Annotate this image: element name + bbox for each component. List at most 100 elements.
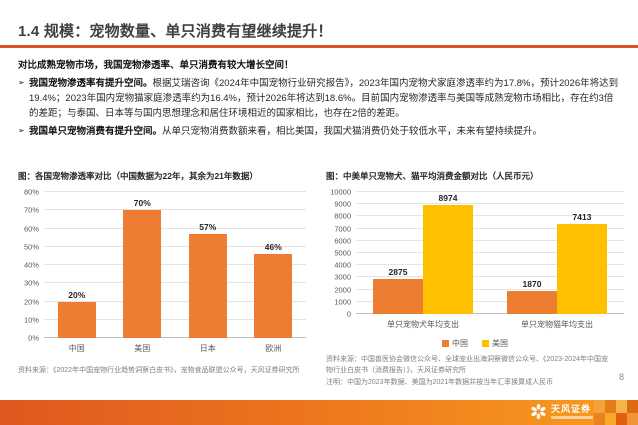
y-tick-label: 2000	[334, 285, 351, 295]
y-tick-label: 10000	[330, 187, 351, 197]
chart-title: 图：各国宠物渗透率对比（中国数据为22年，其余为21年数据）	[18, 171, 258, 181]
logo-text-block: 天风证券	[551, 404, 593, 419]
chart-note: 注明：中国为2023年数据、美国为2021年数据并按当年汇率换算成人民币	[326, 378, 554, 386]
chart-legend: 中国 美国	[326, 338, 624, 349]
tianfeng-flower-icon	[531, 403, 546, 420]
bar	[557, 223, 607, 314]
bar	[423, 204, 473, 314]
y-tick-label: 0%	[28, 333, 39, 343]
footer-checker-pattern	[594, 400, 638, 425]
legend-item: 美国	[482, 338, 508, 349]
chart-source: 资料来源：中国兽医协会微信公众号、全球宠业出海洞察微信公众号、《2023-202…	[326, 356, 608, 374]
bar	[188, 233, 227, 338]
y-tick-label: 7000	[334, 224, 351, 234]
bar-groups: 20% 70% 57% 46%	[44, 192, 306, 338]
y-tick-label: 1000	[334, 297, 351, 307]
gridline	[356, 215, 624, 217]
bar-wrap: 8974	[423, 192, 473, 314]
bar-value-label: 70%	[133, 198, 151, 209]
bullet-text: 我国宠物渗透率有提升空间。根据艾瑞咨询《2024年中国宠物行业研究报告》，202…	[29, 76, 622, 122]
bar	[254, 254, 293, 338]
chart-title: 图：中美单只宠物犬、猫平均消费金额对比（人民币元）	[326, 171, 539, 181]
bar	[373, 278, 423, 314]
bar-group: 20%	[57, 192, 96, 338]
y-tick-label: 80%	[23, 187, 39, 197]
chart-y-axis: 0% 10% 20% 30% 40% 50% 60% 70% 80%	[18, 188, 44, 343]
gridline	[44, 191, 306, 192]
bar-group: 2875 8974	[373, 192, 473, 314]
bar-group: 1870 7413	[507, 192, 607, 314]
gridline	[44, 227, 306, 229]
bullet-lead: 我国宠物渗透率有提升空间。	[29, 78, 153, 89]
bullet-lead: 我国单只宠物消费有提升空间。	[29, 125, 163, 137]
bullet-arrow-icon: ➢	[18, 125, 25, 135]
y-tick-label: 6000	[334, 236, 351, 246]
gridline	[356, 227, 624, 229]
gridline	[356, 252, 624, 253]
y-tick-label: 70%	[23, 205, 39, 215]
bar-value-label: 20%	[68, 289, 86, 300]
gridline	[356, 264, 624, 266]
company-logo: 天风证券	[530, 403, 593, 420]
bullet-body: 根据艾瑞咨询《2024年中国宠物行业研究报告》，2023年国内宠物犬家庭渗透率约…	[29, 78, 619, 120]
bullet-item: ➢ 我国单只宠物消费有提升空间。从单只宠物消费数额来看，相比美国，我国犬猫消费仍…	[18, 124, 622, 139]
spend-comparison-chart: 图：中美单只宠物犬、猫平均消费金额对比（人民币元） 0 1000 2000 3000 4…	[326, 170, 624, 389]
gridline	[356, 203, 624, 205]
x-category-label: 单只宠物犬年均支出	[387, 320, 459, 329]
bullet-body: 从单只宠物消费数额来看，相比美国，我国犬猫消费仍处于较低水平，未来有望持续提升。	[162, 125, 543, 137]
body-text-block: 对比成熟宠物市场，我国宠物渗透率、单只消费有较大增长空间！ ➢ 我国宠物渗透率有…	[18, 57, 622, 141]
gridline	[44, 337, 306, 338]
y-tick-label: 4000	[334, 260, 351, 270]
chart-x-labels: 中国 美国 日本 欧洲	[44, 343, 306, 354]
header-divider	[0, 45, 638, 48]
x-category-label: 美国	[134, 344, 151, 353]
bar-wrap: 57%	[188, 192, 227, 338]
y-tick-label: 20%	[23, 297, 39, 306]
y-tick-label: 5000	[334, 248, 351, 258]
x-category-label: 日本	[199, 344, 216, 353]
gridline	[44, 318, 306, 320]
chart-source: 资料来源：《2022年中国宠物行业趋势洞察白皮书》，宠物食品联盟公众号，天风证券…	[18, 367, 300, 374]
bar-value-label: 7413	[572, 211, 592, 222]
chart-y-axis: 0 1000 2000 3000 4000 5000 6000 7000 8000 9000 100…	[326, 188, 356, 319]
y-tick-label: 60%	[23, 224, 39, 233]
y-tick-label: 9000	[334, 199, 351, 209]
chart-x-labels: 单只宠物犬年均支出 单只宠物猫年均支出	[356, 319, 624, 330]
legend-swatch	[442, 340, 449, 347]
gridline	[44, 264, 306, 265]
bar-wrap: 1870	[507, 192, 557, 314]
x-category-label: 中国	[68, 344, 85, 353]
bar-wrap: 20%	[57, 192, 96, 338]
penetration-rate-chart: 图：各国宠物渗透率对比（中国数据为22年，其余为21年数据） 0% 10% 20% 3…	[18, 170, 306, 389]
bar-value-label: 1870	[522, 279, 542, 290]
logo-name: 天风证券	[551, 404, 592, 414]
bar	[57, 301, 96, 338]
section-headline: 对比成熟宠物市场，我国宠物渗透率、单只消费有较大增长空间！	[18, 60, 294, 71]
y-tick-label: 8000	[334, 211, 351, 221]
gridline	[356, 191, 624, 192]
gridline	[44, 282, 306, 284]
bullet-item: ➢ 我国宠物渗透率有提升空间。根据艾瑞咨询《2024年中国宠物行业研究报告》，2…	[18, 76, 622, 122]
x-category-label: 欧洲	[265, 344, 282, 353]
y-tick-label: 30%	[23, 278, 39, 288]
gridline	[356, 313, 624, 314]
bar-value-label: 57%	[199, 221, 217, 232]
legend-item: 中国	[442, 338, 468, 349]
gridline	[356, 288, 624, 290]
y-tick-label: 3000	[334, 272, 351, 282]
chart-plot-area: 20% 70% 57% 46%	[44, 191, 306, 338]
bar-value-label: 8974	[438, 192, 458, 203]
bar-group: 70%	[123, 192, 162, 338]
page-title: 1.4 规模：宠物数量、单只消费有望继续提升！	[18, 23, 333, 40]
footer-bar: 天风证券	[0, 400, 638, 425]
bullet-arrow-icon: ➢	[18, 78, 25, 87]
bar	[123, 210, 162, 338]
y-tick-label: 10%	[23, 315, 39, 325]
page-number: 8	[618, 372, 624, 382]
x-category-label: 单只宠物猫年均支出	[521, 320, 593, 329]
chart-body: 0% 10% 20% 30% 40% 50% 60% 70% 80% 20% 70% 57% 46%	[18, 188, 306, 343]
bar-group: 46%	[254, 192, 293, 338]
bar-group: 57%	[188, 192, 227, 338]
legend-label: 中国	[452, 339, 468, 348]
